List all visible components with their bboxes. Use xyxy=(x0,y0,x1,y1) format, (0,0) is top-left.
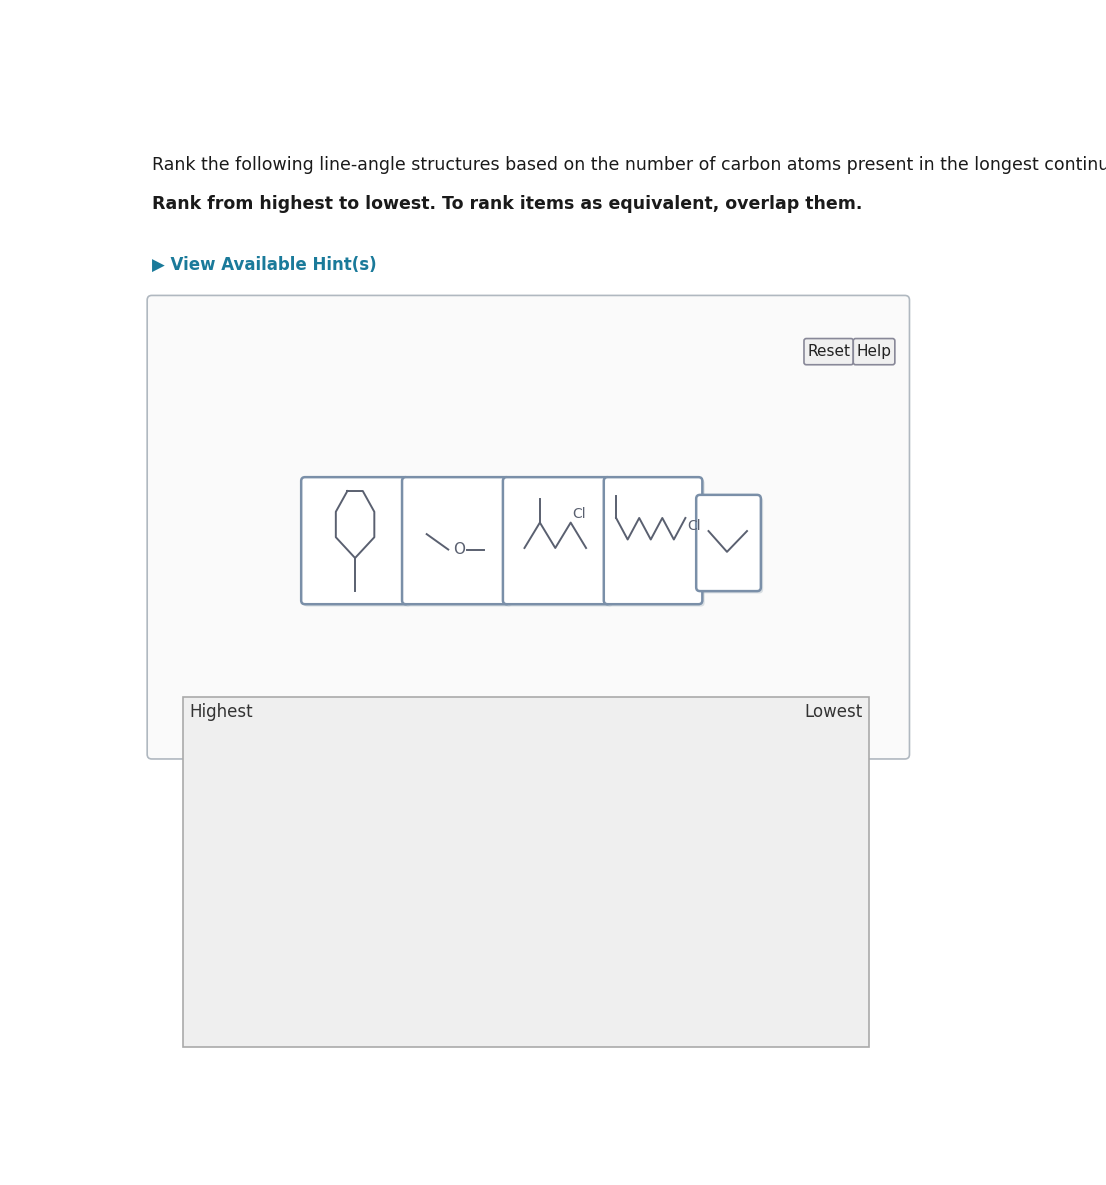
FancyBboxPatch shape xyxy=(503,478,611,604)
FancyBboxPatch shape xyxy=(403,478,510,604)
FancyBboxPatch shape xyxy=(606,480,705,607)
Text: Cl: Cl xyxy=(572,507,586,521)
Text: Help: Help xyxy=(856,344,891,359)
FancyBboxPatch shape xyxy=(853,339,895,365)
FancyBboxPatch shape xyxy=(699,498,763,594)
FancyBboxPatch shape xyxy=(696,495,761,591)
FancyBboxPatch shape xyxy=(147,295,909,758)
Text: Rank the following line-angle structures based on the number of carbon atoms pre: Rank the following line-angle structures… xyxy=(152,156,1106,174)
FancyBboxPatch shape xyxy=(804,339,853,365)
Text: Highest: Highest xyxy=(189,703,253,720)
Text: Cl: Cl xyxy=(687,519,700,533)
FancyBboxPatch shape xyxy=(604,478,702,604)
Text: Lowest: Lowest xyxy=(804,703,863,720)
Text: Rank from highest to lowest. To rank items as equivalent, overlap them.: Rank from highest to lowest. To rank ite… xyxy=(152,194,863,212)
FancyBboxPatch shape xyxy=(301,478,409,604)
Text: O: O xyxy=(453,542,465,557)
FancyBboxPatch shape xyxy=(405,480,512,607)
Text: Reset: Reset xyxy=(807,344,851,359)
Text: ▶ View Available Hint(s): ▶ View Available Hint(s) xyxy=(152,256,376,274)
FancyBboxPatch shape xyxy=(303,480,411,607)
FancyBboxPatch shape xyxy=(184,697,868,1048)
FancyBboxPatch shape xyxy=(505,480,613,607)
